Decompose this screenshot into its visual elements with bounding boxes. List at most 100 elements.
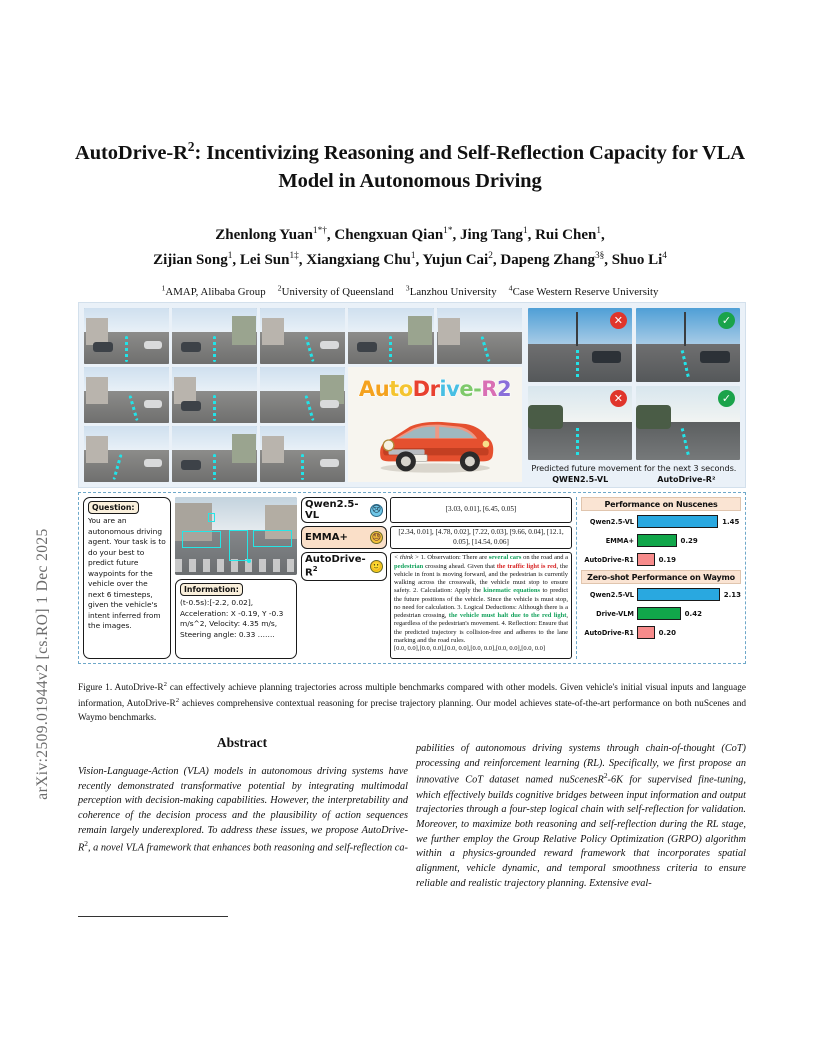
affiliation: 4Case Western Reserve University [508,282,659,298]
bar-value-label: 2.13 [723,590,741,599]
bar [637,553,655,566]
affiliation: 2University of Queensland [277,282,394,298]
bar-track: 0.19 [637,553,741,566]
information-text: (t-0.5s):[-2.2, 0.02], Acceleration: X -… [180,598,284,639]
figure-caption: Figure 1. AutoDrive-R2 can effectively a… [78,681,746,724]
model-chip-autodrive: AutoDrive-R2 🙂 [301,552,387,581]
qwen-prediction-frame-2: ✕ [527,386,632,460]
red-car-illustration [379,422,494,474]
annotated-scene-image [175,497,297,575]
information-box: Information: (t-0.5s):[-2.2, 0.02], Acce… [175,579,297,659]
bar-value-label: 0.19 [658,555,676,564]
check-icon: ✓ [718,390,735,407]
logo-wordmark: AutoDrive-R2 [358,377,512,402]
bar-row: AutoDrive-R1 0.19 [581,551,741,568]
arxiv-stamp: arXiv:2509.01944v2 [cs.RO] 1 Dec 2025 [34,528,51,800]
bar-track: 0.42 [637,607,741,620]
bar-category-label: AutoDrive-R1 [584,628,634,637]
benchmark-charts: Performance on Nuscenes Qwen2.5-VL 1.45 … [576,497,741,659]
title-line-2: Model in Autonomous Driving [278,170,542,193]
page-title: AutoDrive-R2: Incentivizing Reasoning an… [70,138,750,195]
bar-row: Qwen2.5-VL 2.13 [581,586,741,603]
chart-title: Zero-shot Performance on Waymo [581,570,741,584]
camera-frame [172,308,258,364]
bar-category-label: Qwen2.5-VL [589,517,634,526]
camera-frame [348,308,434,364]
footnotes [78,916,408,921]
bar-category-label: Qwen2.5-VL [589,590,634,599]
bar-row: EMMA+ 0.29 [581,532,741,549]
affiliation: 3Lanzhou University [405,282,497,298]
bar-row: Qwen2.5-VL 1.45 [581,513,741,530]
bar-category-label: AutoDrive-R1 [584,555,634,564]
bbox-car-right [253,529,293,547]
paper-page: AutoDrive-R2: Incentivizing Reasoning an… [70,0,750,1056]
bar-track: 2.13 [637,588,741,601]
bar [637,626,655,639]
prediction-label-qwen: QWEN2.5-VL [552,475,609,484]
bar-value-label: 0.20 [658,628,676,637]
crying-face-icon: 😢 [370,503,383,517]
footnote-rule [78,916,228,917]
prediction-caption: Predicted future movement for the next 3… [531,463,737,473]
output-row-emma: EMMA+ 😓 [2.34, 0.01], [4.78, 0.02], [7.2… [301,526,572,550]
bbox-pedestrian [228,529,249,561]
author-line-1: Zhenlong Yuan1*†, Chengxuan Qian1*, Jing… [215,226,605,244]
title-superscript: 2 [187,139,195,154]
autodrive-reasoning-text: < think > 1. Observation: There are seve… [390,552,572,659]
camera-frame [84,426,170,482]
affiliations: 1AMAP, Alibaba Group 2University of Queen… [70,283,750,298]
title-line-1: AutoDrive-R2: Incentivizing Reasoning an… [75,139,745,164]
bbox-car-left [182,531,222,549]
cross-icon: ✕ [609,390,627,407]
emma-output-value: [2.34, 0.01], [4.78, 0.02], [7.22, 0.03]… [390,526,572,550]
bar-category-label: EMMA+ [605,536,634,545]
output-row-qwen: Qwen2.5-VL 😢 [3.03, 0.01], [6.45, 0.05] [301,497,572,523]
sad-face-icon: 😓 [370,531,383,545]
abstract-column-left: Vision-Language-Action (VLA) models in a… [78,766,408,854]
prediction-comparison: ✕ ✓ ✕ ✓ Predicted future movement for th… [526,303,745,487]
question-box: Question: You are an autonomous driving … [83,497,171,659]
author-list: Zhenlong Yuan1*†, Chengxuan Qian1*, Jing… [70,223,750,272]
check-icon: ✓ [718,312,735,329]
output-row-autodrive: AutoDrive-R2 🙂 < think > 1. Observation:… [301,552,572,659]
autodrive-logo: AutoDrive-R2 [348,367,522,482]
camera-frame [172,426,258,482]
camera-frame [260,426,346,482]
bar [637,588,720,601]
autodrive-prediction-frame-1: ✓ [635,308,740,382]
bar [637,607,681,620]
abstract-column-right: pabilities of autonomous driving systems… [416,743,746,889]
bar-value-label: 1.45 [722,517,740,526]
scene-column: Information: (t-0.5s):[-2.2, 0.02], Acce… [175,497,297,659]
camera-frame [260,308,346,364]
question-column: Question: You are an autonomous driving … [83,497,171,659]
author-line-2: Zijian Song1, Lei Sun1‡, Xiangxiang Chu1… [153,250,667,268]
bar [637,534,677,547]
model-chip-emma: EMMA+ 😓 [301,526,387,550]
camera-frame [84,367,170,423]
smiley-face-icon: 🙂 [370,560,383,574]
affiliation: 1AMAP, Alibaba Group [161,282,266,298]
figure-top-panel: AutoDrive-R2 [78,302,746,488]
cross-icon: ✕ [609,312,627,329]
camera-frame [436,308,522,364]
model-chip-qwen: Qwen2.5-VL 😢 [301,497,387,523]
bar-value-label: 0.29 [680,536,698,545]
autodrive-prediction-frame-2: ✓ [635,386,740,460]
model-output-column: Qwen2.5-VL 😢 [3.03, 0.01], [6.45, 0.05] … [301,497,572,659]
camera-frame [172,367,258,423]
bbox-traffic-light [207,512,216,522]
chart-1: Zero-shot Performance on Waymo Qwen2.5-V… [581,570,741,641]
figure-bottom-panel: Question: You are an autonomous driving … [78,492,746,664]
question-tag: Question: [88,501,139,515]
question-text: You are an autonomous driving agent. You… [88,516,166,631]
figure-1: AutoDrive-R2 [78,302,746,664]
camera-image-grid: AutoDrive-R2 [79,303,526,487]
chart-title: Performance on Nuscenes [581,497,741,511]
abstract-heading: Abstract [216,735,268,750]
bar-value-label: 0.42 [684,609,702,618]
bar-category-label: Drive-VLM [596,609,634,618]
model-name-emma: EMMA+ [305,532,348,544]
model-name-qwen: Qwen2.5-VL [305,499,359,521]
